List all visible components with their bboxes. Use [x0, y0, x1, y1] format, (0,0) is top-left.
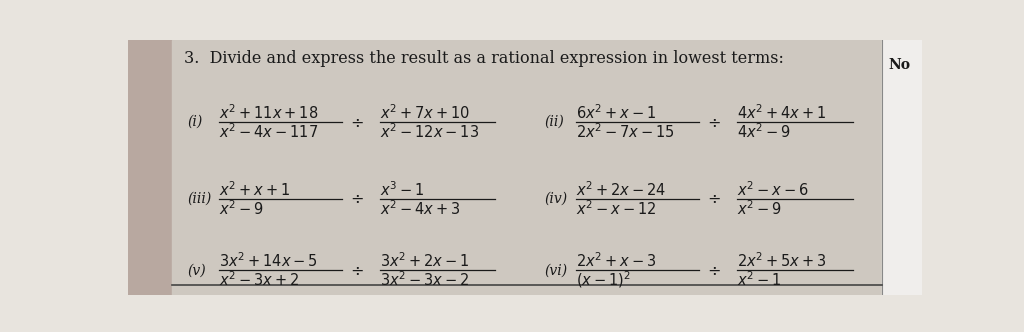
Text: $x^2-x-12$: $x^2-x-12$: [577, 199, 656, 218]
Text: $x^2-4x+3$: $x^2-4x+3$: [380, 199, 461, 218]
Text: $3x^2-3x-2$: $3x^2-3x-2$: [380, 271, 470, 290]
Text: $\div$: $\div$: [708, 114, 721, 131]
Text: (vi): (vi): [545, 263, 567, 278]
Bar: [882, 40, 922, 295]
Text: $x^2+7x+10$: $x^2+7x+10$: [380, 103, 471, 122]
Text: (iv): (iv): [545, 192, 567, 206]
Text: 3.  Divide and express the result as a rational expression in lowest terms:: 3. Divide and express the result as a ra…: [183, 50, 783, 67]
Text: $x^2-12x-13$: $x^2-12x-13$: [380, 123, 479, 141]
Text: $\div$: $\div$: [350, 262, 364, 279]
Text: $\div$: $\div$: [350, 190, 364, 208]
Text: $x^2-3x+2$: $x^2-3x+2$: [219, 271, 300, 290]
Text: $x^2-9$: $x^2-9$: [737, 199, 782, 218]
Text: $3x^2+2x-1$: $3x^2+2x-1$: [380, 252, 470, 270]
Text: (iii): (iii): [187, 192, 212, 206]
Text: $\div$: $\div$: [708, 190, 721, 208]
Text: $\div$: $\div$: [708, 262, 721, 279]
Text: $2x^2+x-3$: $2x^2+x-3$: [577, 252, 656, 270]
Bar: [172, 40, 882, 295]
Text: $x^2+x+1$: $x^2+x+1$: [219, 180, 291, 199]
Text: $4x^2+4x+1$: $4x^2+4x+1$: [737, 103, 827, 122]
Text: $x^2-1$: $x^2-1$: [737, 271, 782, 290]
Text: $2x^2-7x-15$: $2x^2-7x-15$: [577, 123, 675, 141]
Text: $x^2-x-6$: $x^2-x-6$: [737, 180, 809, 199]
Bar: [128, 40, 172, 295]
Text: $6x^2+x-1$: $6x^2+x-1$: [577, 103, 656, 122]
Text: (ii): (ii): [545, 115, 564, 129]
Text: $x^2-9$: $x^2-9$: [219, 199, 264, 218]
Text: (v): (v): [187, 263, 206, 278]
Text: No: No: [889, 58, 910, 72]
Text: (i): (i): [187, 115, 203, 129]
Text: $x^2+2x-24$: $x^2+2x-24$: [577, 180, 667, 199]
Text: $x^2-4x-117$: $x^2-4x-117$: [219, 123, 318, 141]
Text: $x^3-1$: $x^3-1$: [380, 180, 425, 199]
Text: $3x^2+14x-5$: $3x^2+14x-5$: [219, 252, 318, 270]
Text: $\div$: $\div$: [350, 114, 364, 131]
Text: $2x^2+5x+3$: $2x^2+5x+3$: [737, 252, 827, 270]
Text: $(x-1)^2$: $(x-1)^2$: [577, 270, 631, 290]
Text: $4x^2-9$: $4x^2-9$: [737, 123, 792, 141]
Text: $x^2+11x+18$: $x^2+11x+18$: [219, 103, 318, 122]
